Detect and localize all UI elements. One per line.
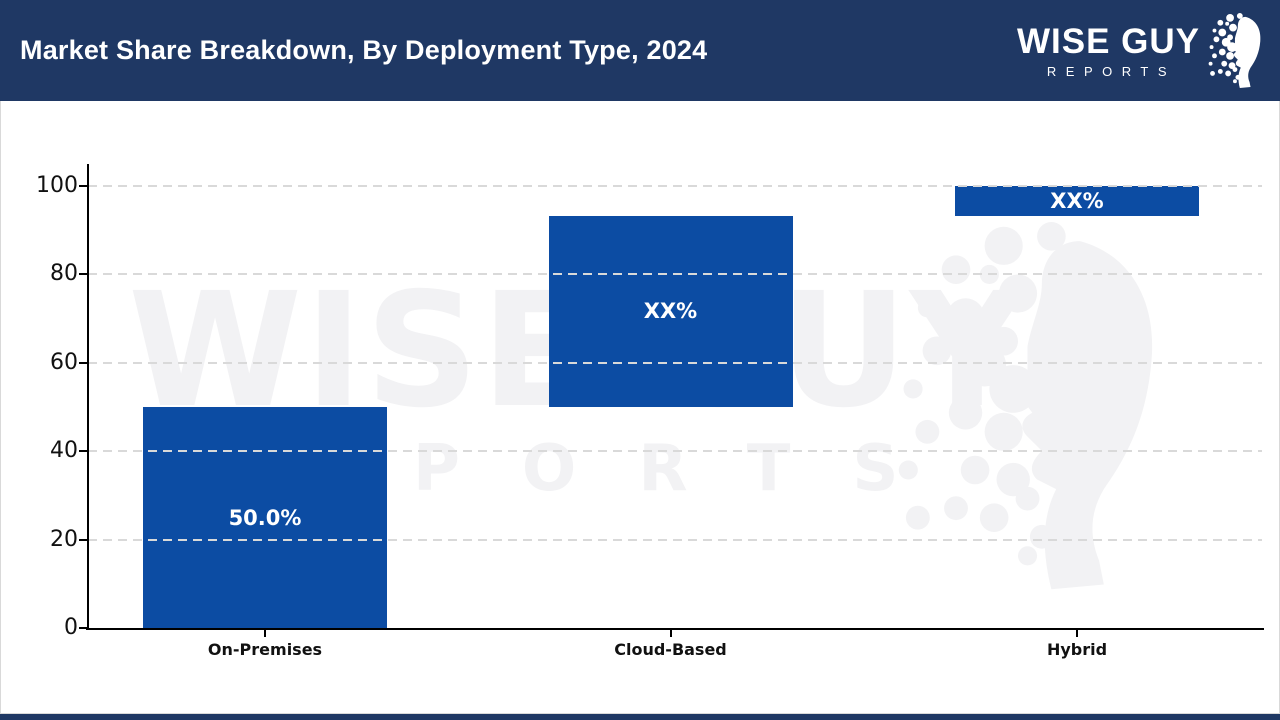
gridline (88, 450, 1262, 453)
y-tick-label: 80 (50, 261, 78, 287)
bar-hybrid (955, 186, 1199, 216)
bar-value-label: XX% (1050, 188, 1104, 213)
y-tick-label: 100 (36, 173, 78, 198)
watermark-face-icon (898, 222, 1153, 590)
bar-value-label: XX% (643, 299, 698, 324)
y-tick-mark (79, 538, 87, 541)
y-axis-line (87, 164, 89, 630)
y-tick-mark (79, 627, 87, 629)
y-tick-mark (79, 185, 87, 187)
gridline (88, 185, 1262, 187)
x-category-label: Hybrid (1046, 640, 1108, 659)
x-tick-mark (264, 630, 266, 637)
logo-subtext: REPORTS (1046, 63, 1177, 79)
y-tick-label: 0 (64, 615, 78, 640)
x-axis-line (86, 628, 1264, 630)
y-tick-label: 40 (50, 438, 78, 464)
footer-bar (0, 714, 1280, 720)
y-tick-label: 60 (50, 349, 78, 375)
y-tick-label: 20 (50, 526, 78, 552)
gridline (88, 361, 1262, 364)
bar-value-label: 50.0% (228, 505, 302, 530)
bar-on-premises (143, 407, 387, 628)
x-tick-mark (669, 630, 672, 637)
logo-text: WISE GUY REPORTS (1016, 21, 1200, 80)
y-tick-mark (79, 273, 87, 276)
wise-guy-logo: WISE GUY REPORTS (1017, 11, 1264, 91)
y-tick-mark (79, 450, 87, 453)
bar-cloud-based (548, 215, 793, 407)
y-tick-mark (79, 361, 87, 364)
logo-wordmark: WISE GUY (1016, 21, 1200, 61)
gridline (88, 538, 1262, 541)
gridline (88, 273, 1262, 276)
x-tick-mark (1076, 630, 1078, 637)
header-bar: Market Share Breakdown, By Deployment Ty… (0, 0, 1280, 101)
x-category-label: On-Premises (207, 640, 323, 659)
page-title: Market Share Breakdown, By Deployment Ty… (20, 35, 708, 65)
logo-face-icon (1208, 13, 1261, 89)
x-category-label: Cloud-Based (614, 640, 727, 659)
